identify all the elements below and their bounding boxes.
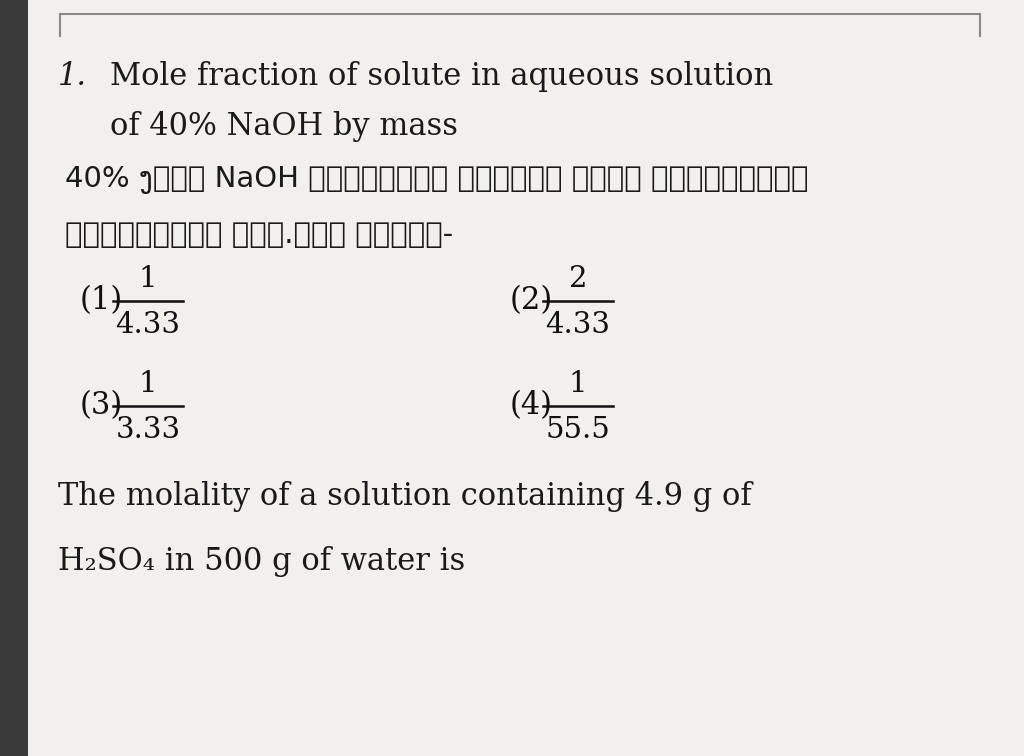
Text: 4.33: 4.33 bbox=[116, 311, 180, 339]
Text: દ્રાવ્યના મોલ.અંશ જણાવો-: દ્રાવ્યના મોલ.અંશ જણાવો- bbox=[65, 221, 454, 249]
Text: 4.33: 4.33 bbox=[546, 311, 610, 339]
Text: 55.5: 55.5 bbox=[546, 416, 610, 444]
Text: 1: 1 bbox=[568, 370, 587, 398]
Text: 1: 1 bbox=[138, 265, 158, 293]
Text: (1): (1) bbox=[80, 286, 123, 317]
Text: 2: 2 bbox=[568, 265, 587, 293]
Text: of 40% NaOH by mass: of 40% NaOH by mass bbox=[110, 111, 458, 142]
Text: Mole fraction of solute in aqueous solution: Mole fraction of solute in aqueous solut… bbox=[110, 61, 773, 92]
Text: (4): (4) bbox=[510, 391, 553, 422]
Text: 3.33: 3.33 bbox=[116, 416, 180, 444]
Text: 1: 1 bbox=[138, 370, 158, 398]
Text: H₂SO₄ in 500 g of water is: H₂SO₄ in 500 g of water is bbox=[58, 546, 465, 577]
Bar bbox=[0, 0, 28, 756]
Text: (3): (3) bbox=[80, 391, 123, 422]
Text: 1.: 1. bbox=[58, 61, 87, 92]
Text: 40% ງળથી NaOH સાંદ્રતા ધરાવતા જલીય દ્રાવણમાં: 40% ງળથી NaOH સાંદ્રતા ધરાવતા જલીય દ્રાવ… bbox=[65, 166, 809, 194]
Text: (2): (2) bbox=[510, 286, 553, 317]
Text: The molality of a solution containing 4.9 g of: The molality of a solution containing 4.… bbox=[58, 481, 752, 512]
